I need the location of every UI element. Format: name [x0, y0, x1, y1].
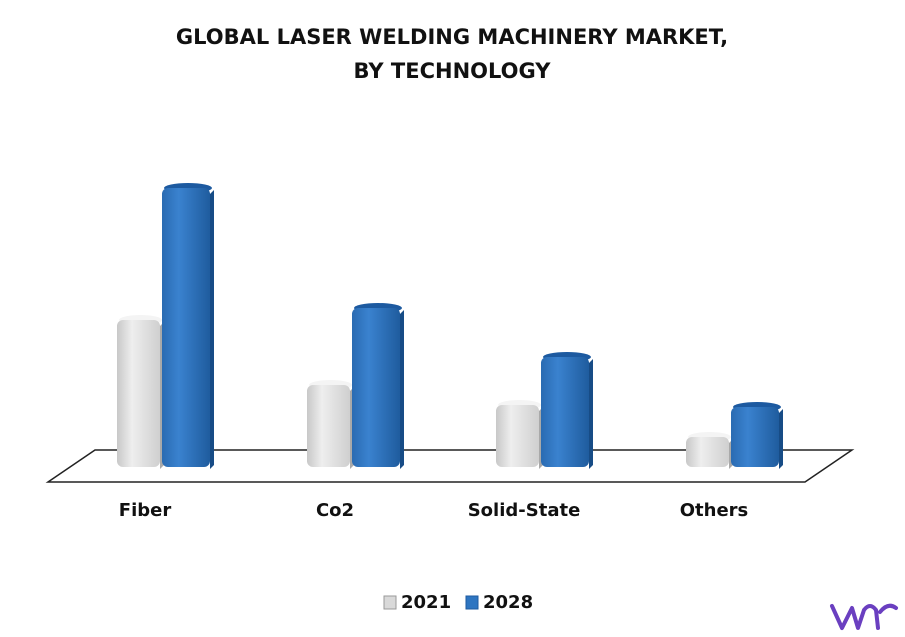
logo	[830, 603, 898, 630]
bar-shadow	[779, 409, 783, 469]
bar	[686, 437, 729, 467]
bar-shadow	[589, 359, 593, 469]
bar	[541, 357, 589, 467]
bar	[496, 405, 539, 467]
bar-shadow	[210, 190, 214, 469]
legend-swatch	[465, 595, 479, 610]
legend-label: 2028	[483, 592, 533, 613]
x-tick-label: Fiber	[119, 500, 172, 521]
x-tick-label: Others	[680, 500, 749, 521]
x-tick-label: Solid-State	[468, 500, 581, 521]
legend-swatch	[383, 595, 397, 610]
bar	[352, 308, 400, 467]
chart-title: GLOBAL LASER WELDING MACHINERY MARKET,	[176, 25, 728, 49]
bar	[162, 188, 210, 467]
bar-shadow	[400, 310, 404, 469]
x-tick-label: Co2	[316, 500, 354, 521]
bar	[117, 320, 160, 467]
floor	[45, 449, 855, 483]
logo-mark	[830, 603, 898, 630]
bar	[307, 385, 350, 467]
bar	[731, 407, 779, 467]
legend-label: 2021	[401, 592, 451, 613]
chart-title: BY TECHNOLOGY	[354, 59, 552, 83]
